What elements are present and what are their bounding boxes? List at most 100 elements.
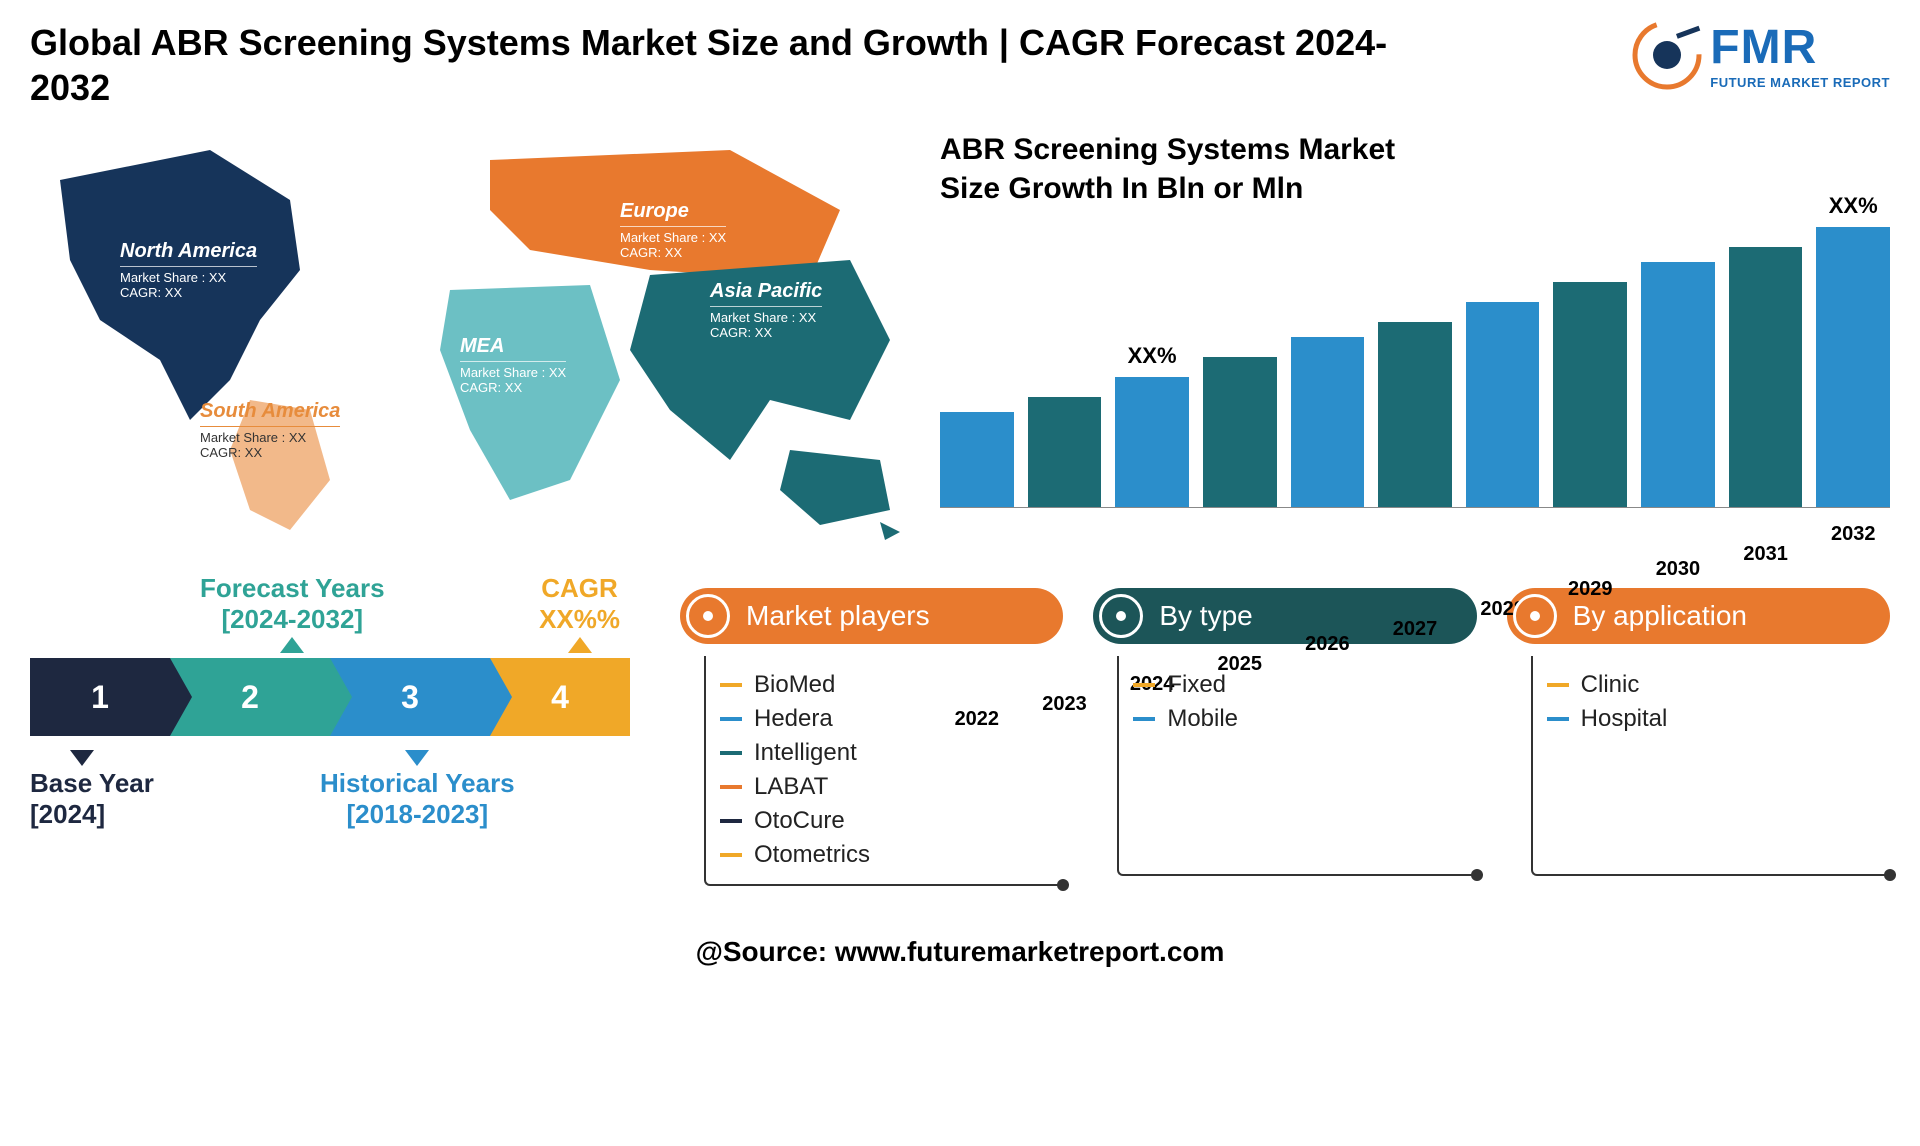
bar-chart: ABR Screening Systems Market Size Growth… [940,120,1890,548]
region-label: EuropeMarket Share : XXCAGR: XX [620,200,726,260]
bar-column: XX%2032 [1816,227,1890,507]
info-cards: Market players BioMed Hedera Intelligent LAB… [680,588,1890,886]
top-section: North AmericaMarket Share : XXCAGR: XX So… [30,120,1890,548]
card-list: Clinic Hospital [1531,656,1890,876]
bar-column: 2029 [1553,282,1627,507]
bar-column: 2022 [940,412,1014,507]
bar [1203,357,1277,507]
card-item: LABAT [706,770,1063,804]
card-item: Intelligent [706,736,1063,770]
bar [1115,377,1189,507]
card-item-text: Mobile [1167,705,1238,733]
timeline-bar: 1 2 3 4 [30,658,650,736]
card-item: Hedera [706,702,1063,736]
source-line: @Source: www.futuremarketreport.com [30,936,1890,968]
card-title: By application [1573,600,1747,632]
bar-year-label: 2032 [1816,523,1890,546]
tick-icon [720,683,742,687]
card-item-text: Clinic [1581,671,1640,699]
triangle-down-icon [405,750,429,766]
bar-year-label: 2029 [1553,578,1627,601]
bar-column: 2031 [1729,247,1803,507]
logo-text: FMR [1710,20,1890,75]
tick-icon [720,819,742,823]
bars: 20222023XX%20242025202620272028202920302… [940,228,1890,508]
base-year-annotation: Base Year [2024] [30,748,154,830]
historical-annotation: Historical Years [2018-2023] [320,748,515,830]
card-item-text: Hospital [1581,705,1668,733]
region-label: North AmericaMarket Share : XXCAGR: XX [120,240,257,300]
timeline-seg-2: 2 [170,658,330,736]
tick-icon [720,751,742,755]
bars-wrap: 20222023XX%20242025202620272028202920302… [940,228,1890,548]
bar [1729,247,1803,507]
bar-column: 2028 [1466,302,1540,507]
tick-icon [1547,683,1569,687]
forecast-annotation: Forecast Years [2024-2032] [200,573,385,655]
info-card: By application Clinic Hospital [1507,588,1890,886]
bar [1816,227,1890,507]
triangle-up-icon [280,637,304,653]
bar [1291,337,1365,507]
bar-column: XX%2024 [1115,377,1189,507]
world-map: North AmericaMarket Share : XXCAGR: XX So… [30,120,910,540]
timeline-seg-1: 1 [30,658,170,736]
header: Global ABR Screening Systems Market Size… [30,20,1890,110]
dot-icon [1099,594,1143,638]
bar [1466,302,1540,507]
region-label: MEAMarket Share : XXCAGR: XX [460,335,566,395]
card-item-text: LABAT [754,773,828,801]
bar-year-label: 2030 [1641,558,1715,581]
card-item: Otometrics [706,838,1063,872]
card-item: Clinic [1533,668,1890,702]
bar-year-label: 2026 [1291,633,1365,656]
card-item-text: Otometrics [754,841,870,869]
bar-year-label: 2027 [1378,618,1452,641]
card-list: Fixed Mobile [1117,656,1476,876]
tick-icon [720,785,742,789]
card-item-text: BioMed [754,671,835,699]
cagr-annotation: CAGR XX%% [539,573,620,655]
region-label: South AmericaMarket Share : XXCAGR: XX [200,400,340,460]
dot-icon [686,594,730,638]
triangle-up-icon [568,637,592,653]
bar [1641,262,1715,507]
card-title: By type [1159,600,1252,632]
triangle-down-icon [70,750,94,766]
timeline-seg-3: 3 [330,658,490,736]
card-item-text: Fixed [1167,671,1226,699]
tick-icon [1133,717,1155,721]
info-card: Market players BioMed Hedera Intelligent LAB… [680,588,1063,886]
region-label: Asia PacificMarket Share : XXCAGR: XX [710,280,822,340]
card-item-text: Hedera [754,705,833,733]
card-item: OtoCure [706,804,1063,838]
bar-column: 2025 [1203,357,1277,507]
logo-icon [1632,20,1702,90]
chart-title: ABR Screening Systems Market Size Growth… [940,130,1460,208]
bar [1553,282,1627,507]
card-item: Hospital [1533,702,1890,736]
bar-year-label: 2031 [1729,543,1803,566]
tick-icon [720,853,742,857]
dot-icon [1513,594,1557,638]
card-item: BioMed [706,668,1063,702]
card-item-text: Intelligent [754,739,857,767]
bar [1378,322,1452,507]
card-header: Market players [680,588,1063,644]
bar-column: 2026 [1291,337,1365,507]
card-list: BioMed Hedera Intelligent LABAT OtoCure Otome… [704,656,1063,886]
page-title: Global ABR Screening Systems Market Size… [30,20,1430,110]
card-item: Mobile [1119,702,1476,736]
bar [1028,397,1102,507]
card-title: Market players [746,600,930,632]
timeline: Forecast Years [2024-2032] CAGR XX%% 1 2… [30,588,650,736]
tick-icon [720,717,742,721]
bar [940,412,1014,507]
bar-column: 2023 [1028,397,1102,507]
bottom-section: Forecast Years [2024-2032] CAGR XX%% 1 2… [30,588,1890,886]
tick-icon [1133,683,1155,687]
bar-column: 2030 [1641,262,1715,507]
bar-column: 2027 [1378,322,1452,507]
tick-icon [1547,717,1569,721]
card-item: Fixed [1119,668,1476,702]
